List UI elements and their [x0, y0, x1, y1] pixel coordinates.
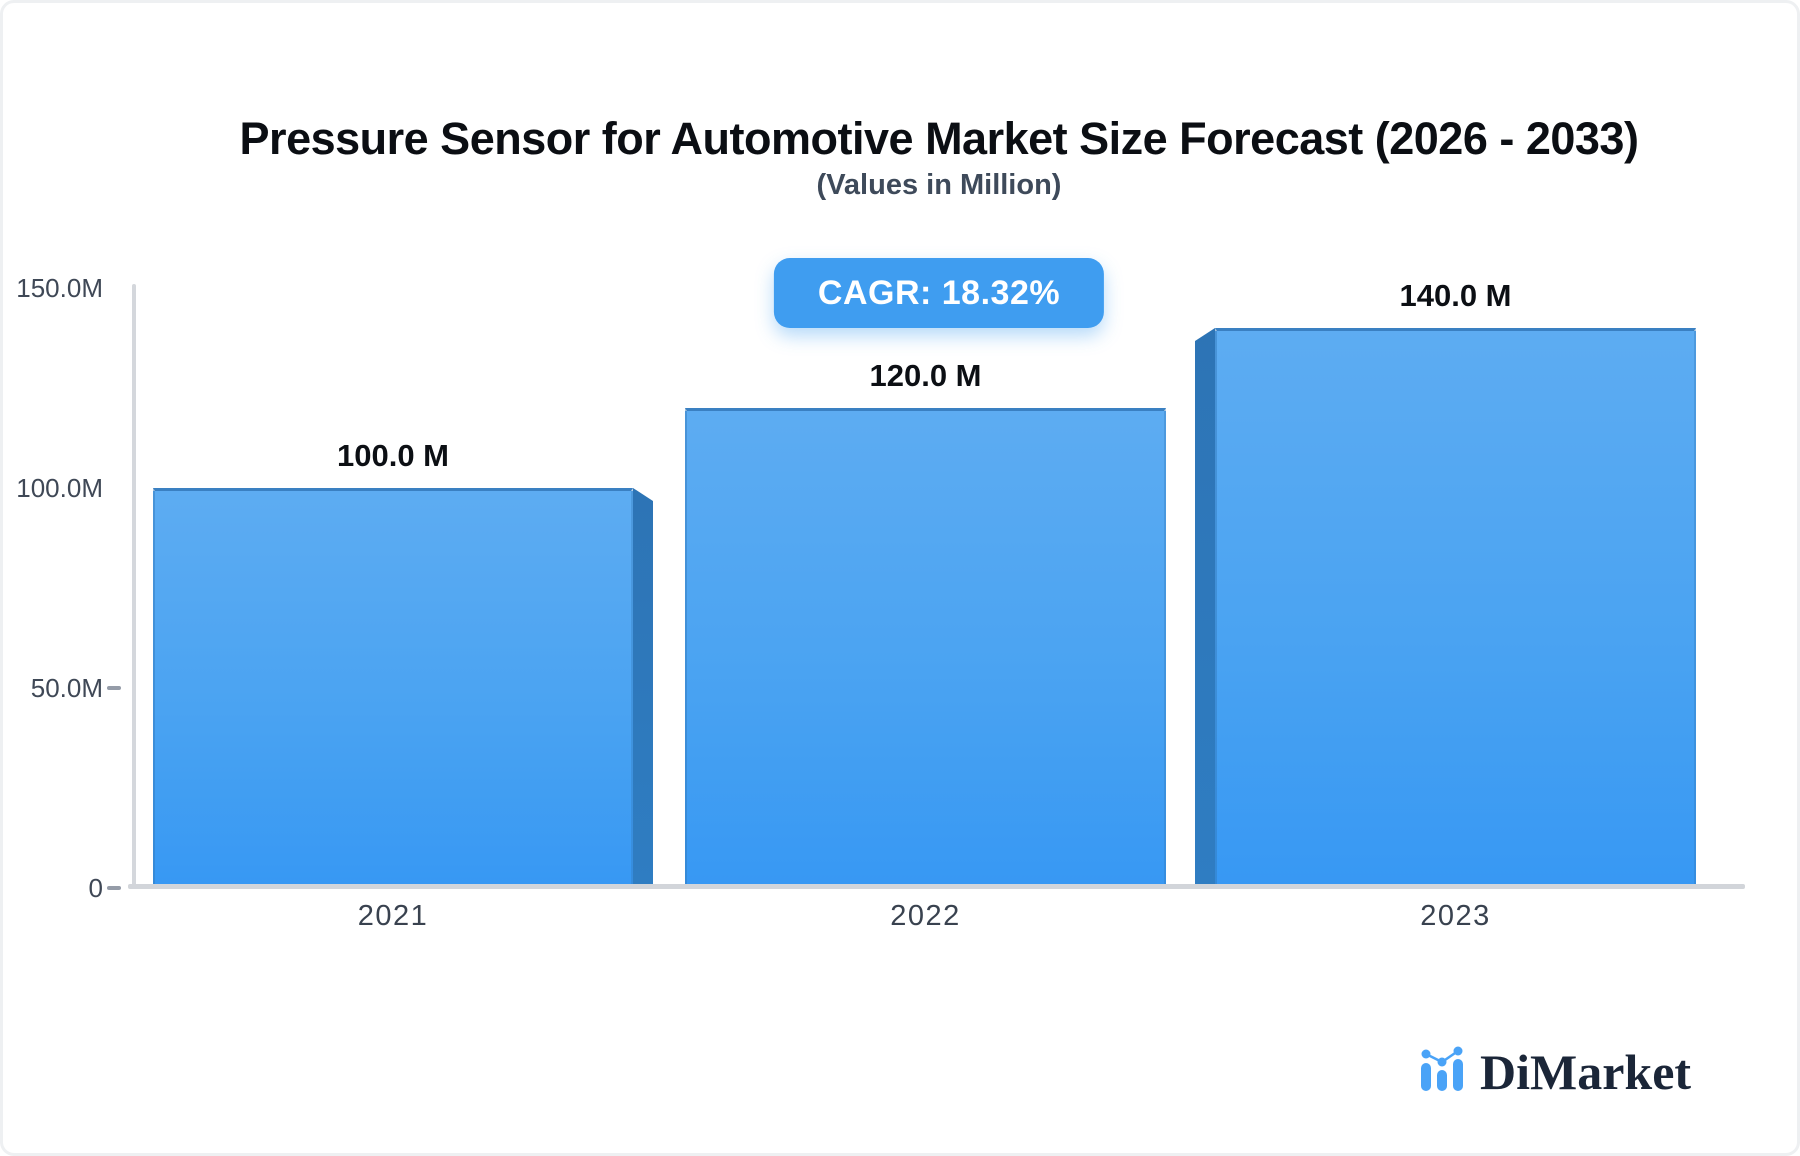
- bar-value-label-2023: 140.0 M: [1399, 278, 1512, 313]
- y-axis-line: [132, 284, 136, 888]
- x-tick-label-2022: 2022: [890, 900, 961, 932]
- bar-side-face-2021: [633, 488, 653, 888]
- y-tick-label-50.0M: 50.0M: [30, 673, 103, 703]
- mini-bar-chart-icon: [1418, 1045, 1466, 1098]
- x-tick-label-2021: 2021: [357, 900, 429, 932]
- cagr-badge: CAGR: 18.32%: [773, 258, 1105, 328]
- bar-value-label-2021: 100.0 M: [336, 438, 450, 473]
- bar-2021[interactable]: [153, 488, 633, 888]
- chart-title: Pressure Sensor for Automotive Market Si…: [239, 113, 1639, 164]
- x-tick-label-2023: 2023: [1420, 900, 1491, 932]
- dimarket-logo[interactable]: DiMarket: [1418, 1045, 1691, 1098]
- logo-text: DiMarket: [1480, 1043, 1692, 1100]
- y-tick-dash-50.0M: [107, 686, 121, 690]
- bar-2022[interactable]: [685, 408, 1166, 888]
- bar-value-label-2022: 120.0 M: [869, 358, 982, 393]
- x-axis-line: [128, 884, 1745, 889]
- y-tick-label-150.0M: 150.0M: [16, 273, 103, 303]
- chart-subtitle: (Values in Million): [816, 169, 1062, 201]
- bar-side-face-2023: [1195, 328, 1215, 888]
- bar-2023[interactable]: [1215, 328, 1696, 888]
- y-tick-dash-0: [107, 886, 121, 890]
- y-tick-label-100.0M: 100.0M: [16, 473, 103, 503]
- y-tick-label-0: 0: [88, 873, 103, 903]
